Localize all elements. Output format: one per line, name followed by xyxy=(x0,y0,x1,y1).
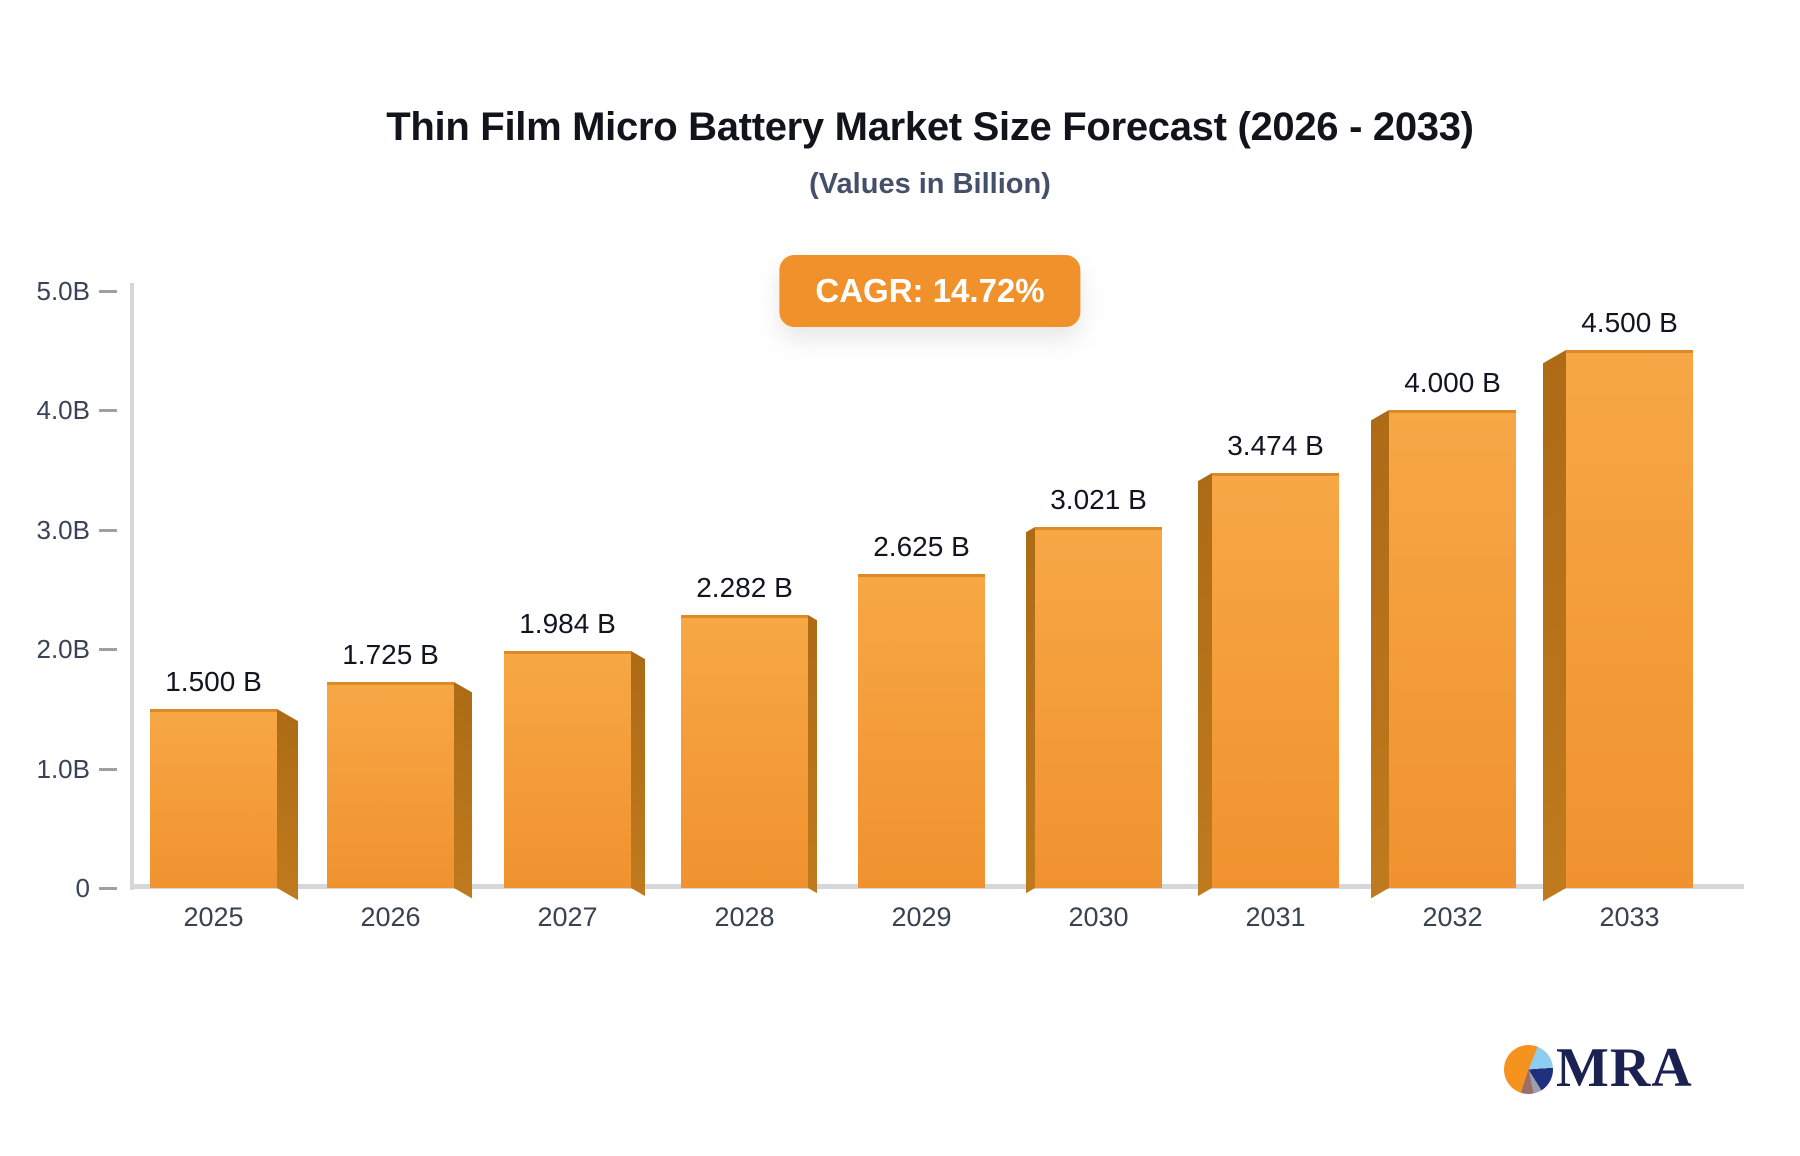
bar-2025 xyxy=(150,709,277,888)
y-tick-mark xyxy=(99,887,117,890)
x-axis-label-2025: 2025 xyxy=(183,902,244,932)
bar-value-label-2030: 3.021 B xyxy=(1050,484,1147,515)
x-axis-label-2031: 2031 xyxy=(1245,902,1306,932)
y-tick-label-3.0B: 3.0B xyxy=(36,514,91,545)
x-axis-label-2029: 2029 xyxy=(891,902,952,932)
bar-2033 xyxy=(1566,350,1693,888)
x-axis-label-2027: 2027 xyxy=(537,902,598,932)
bar-side-face-2028 xyxy=(808,615,817,894)
bar-side-face-2027 xyxy=(631,651,645,897)
bar-value-label-2026: 1.725 B xyxy=(342,639,439,670)
y-axis-line xyxy=(130,283,134,890)
bar-value-label-2031: 3.474 B xyxy=(1227,430,1324,461)
bar-2030 xyxy=(1035,527,1162,888)
pie-chart-logo-icon xyxy=(1504,1045,1553,1094)
bar-value-label-2029: 2.625 B xyxy=(873,531,970,562)
bar-2031 xyxy=(1212,473,1339,888)
logo-text: MRA xyxy=(1556,1037,1693,1099)
x-axis-label-2028: 2028 xyxy=(714,902,775,932)
y-tick-mark xyxy=(99,767,117,771)
bar-value-label-2025: 1.500 B xyxy=(165,666,262,697)
x-axis-label-2032: 2032 xyxy=(1422,902,1483,932)
bar-side-face-2033 xyxy=(1543,350,1566,902)
bar-side-face-2025 xyxy=(277,709,298,901)
y-tick-mark xyxy=(99,289,117,293)
chart-title: Thin Film Micro Battery Market Size Fore… xyxy=(386,105,1474,149)
bar-side-face-2032 xyxy=(1371,410,1389,899)
y-tick-label-2.0B: 2.0B xyxy=(36,634,91,664)
y-tick-label-0: 0 xyxy=(75,873,90,903)
bar-side-face-2031 xyxy=(1198,473,1212,897)
x-axis-label-2033: 2033 xyxy=(1599,902,1660,932)
bar-value-label-2027: 1.984 B xyxy=(519,608,616,639)
bar-side-face-2026 xyxy=(454,682,472,899)
y-tick-label-5.0B: 5.0B xyxy=(36,275,91,306)
x-axis-label-2026: 2026 xyxy=(360,902,421,932)
bar-2026 xyxy=(327,682,454,888)
cagr-badge-label: CAGR: 14.72% xyxy=(815,272,1045,309)
bar-2029 xyxy=(858,574,985,888)
x-axis-label-2030: 2030 xyxy=(1068,902,1129,932)
bar-value-label-2028: 2.282 B xyxy=(696,572,793,603)
bar-value-label-2032: 4.000 B xyxy=(1404,367,1501,398)
y-tick-label-1.0B: 1.0B xyxy=(36,753,91,784)
bar-2028 xyxy=(681,615,808,888)
cagr-badge: CAGR: 14.72% xyxy=(779,255,1081,327)
bar-side-face-2030 xyxy=(1026,527,1035,894)
bar-2032 xyxy=(1389,410,1516,888)
y-tick-mark xyxy=(99,409,117,412)
y-tick-mark xyxy=(99,648,117,651)
chart-subtitle: (Values in Billion) xyxy=(809,168,1051,200)
y-tick-mark xyxy=(99,528,117,532)
bar-2027 xyxy=(504,651,631,888)
y-tick-label-4.0B: 4.0B xyxy=(36,395,91,425)
bar-value-label-2033: 4.500 B xyxy=(1581,307,1678,338)
